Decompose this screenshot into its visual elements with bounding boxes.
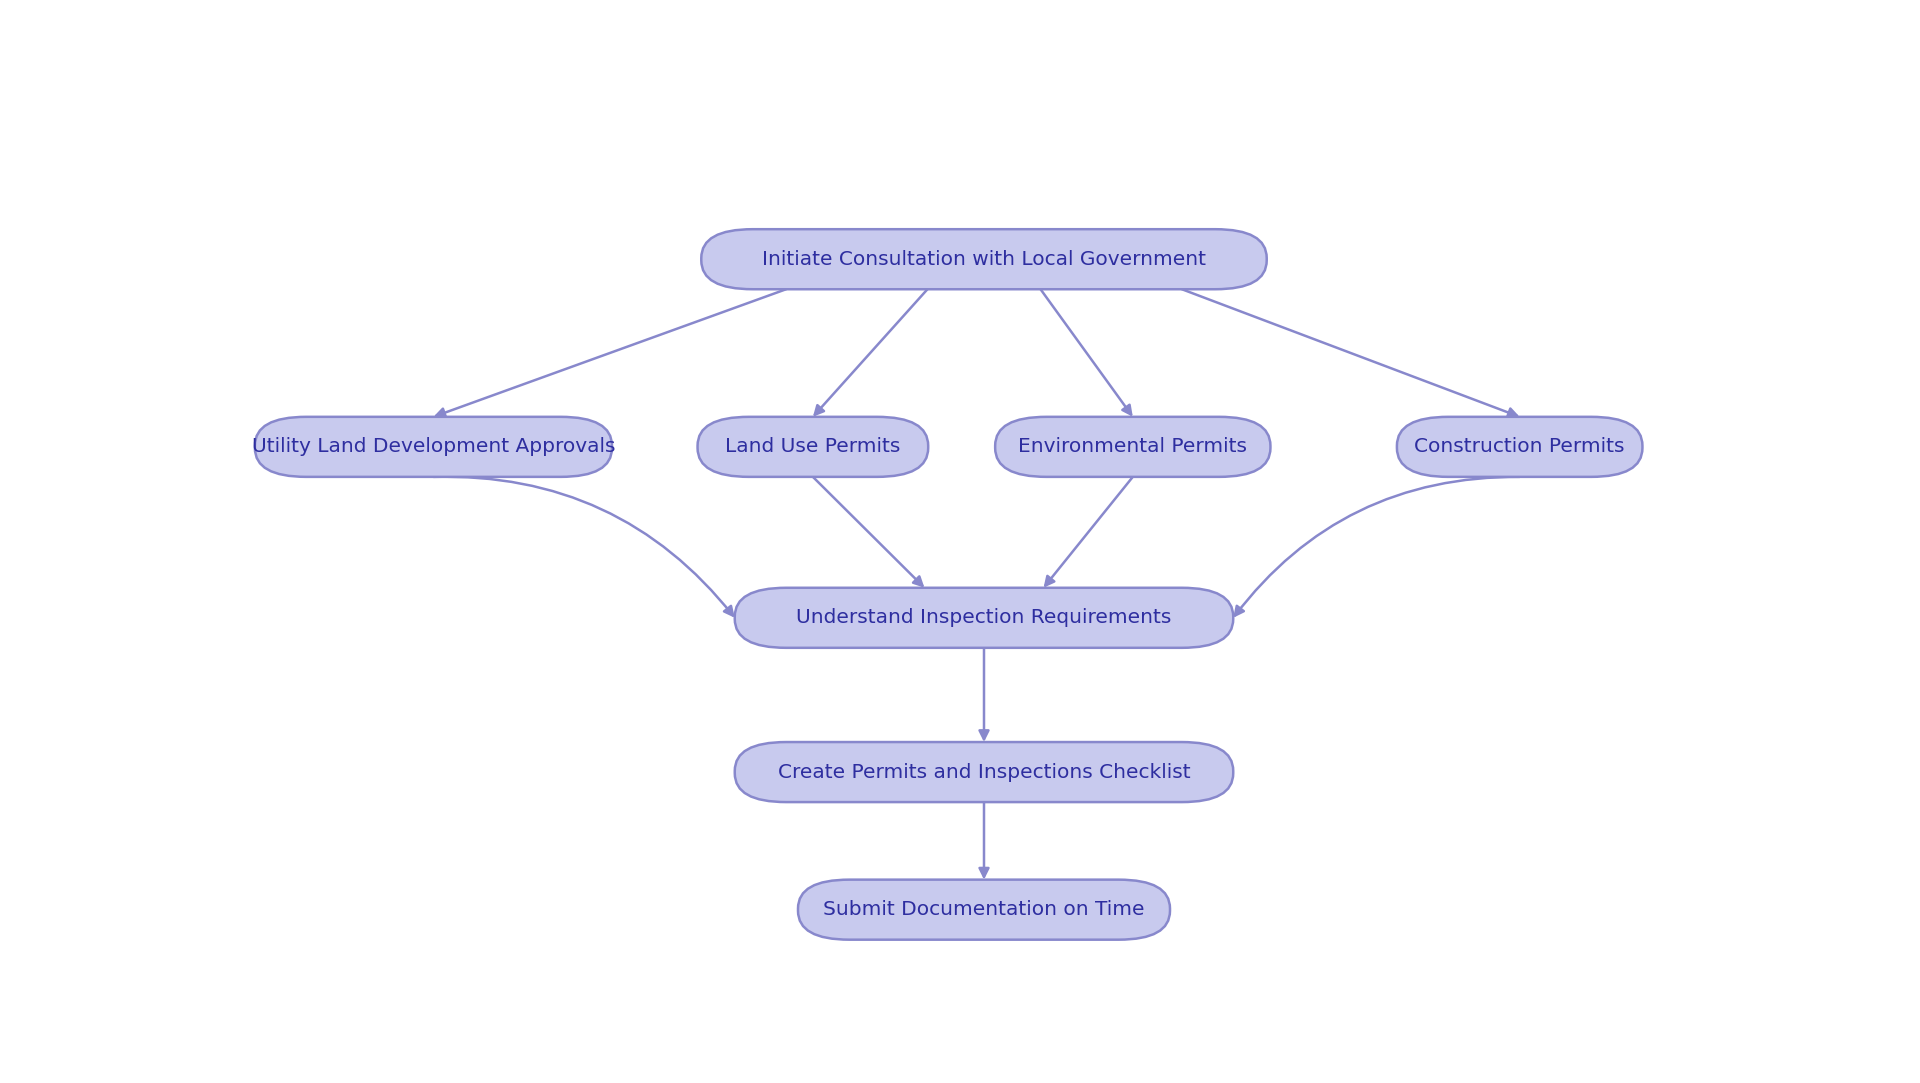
FancyArrowPatch shape	[979, 803, 989, 877]
FancyArrowPatch shape	[436, 289, 785, 417]
FancyBboxPatch shape	[735, 588, 1233, 648]
FancyArrowPatch shape	[1183, 289, 1517, 417]
FancyBboxPatch shape	[1398, 417, 1642, 477]
FancyArrowPatch shape	[1235, 477, 1521, 615]
FancyBboxPatch shape	[735, 742, 1233, 803]
FancyBboxPatch shape	[701, 230, 1267, 289]
FancyBboxPatch shape	[255, 417, 612, 477]
Text: Land Use Permits: Land Use Permits	[726, 438, 900, 456]
Text: Environmental Permits: Environmental Permits	[1018, 438, 1248, 456]
FancyBboxPatch shape	[995, 417, 1271, 477]
Text: Submit Documentation on Time: Submit Documentation on Time	[824, 900, 1144, 919]
FancyArrowPatch shape	[1044, 477, 1133, 586]
Text: Understand Inspection Requirements: Understand Inspection Requirements	[797, 609, 1171, 627]
FancyArrowPatch shape	[434, 477, 733, 615]
FancyArrowPatch shape	[979, 648, 989, 740]
FancyBboxPatch shape	[799, 879, 1169, 940]
Text: Initiate Consultation with Local Government: Initiate Consultation with Local Governm…	[762, 250, 1206, 269]
FancyArrowPatch shape	[812, 477, 922, 586]
Text: Create Permits and Inspections Checklist: Create Permits and Inspections Checklist	[778, 762, 1190, 782]
Text: Utility Land Development Approvals: Utility Land Development Approvals	[252, 438, 614, 456]
Text: Construction Permits: Construction Permits	[1415, 438, 1624, 456]
FancyBboxPatch shape	[697, 417, 927, 477]
FancyArrowPatch shape	[1041, 289, 1131, 415]
FancyArrowPatch shape	[814, 289, 927, 415]
